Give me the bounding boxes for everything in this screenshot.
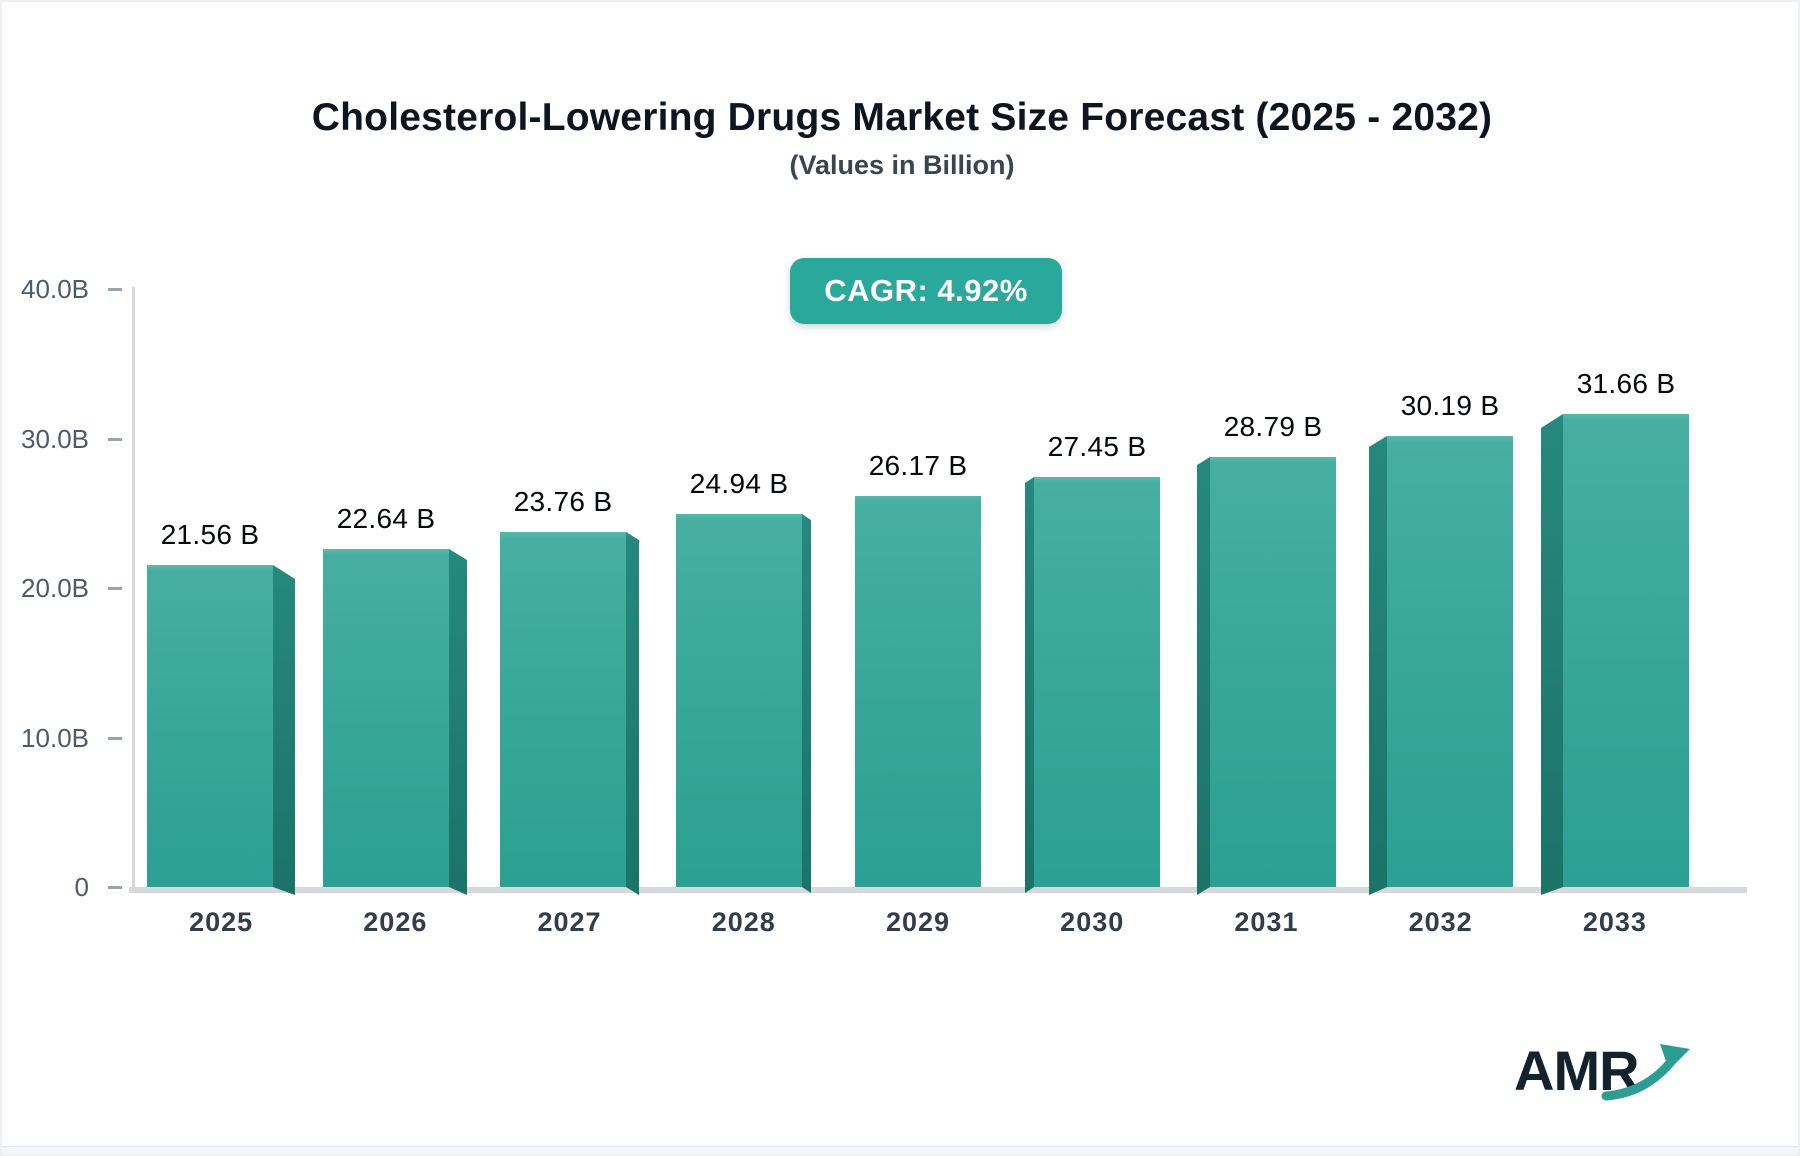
y-axis-label-10.0B: 10.0B bbox=[21, 722, 89, 753]
x-axis-label-2032: 2032 bbox=[1408, 907, 1473, 937]
bar-value-label-2028: 24.94 B bbox=[689, 468, 789, 499]
y-axis-label-20.0B: 20.0B bbox=[21, 573, 89, 603]
x-axis-label-2026: 2026 bbox=[363, 907, 428, 937]
bar-2028 bbox=[676, 514, 802, 887]
bar-side-2033 bbox=[1541, 414, 1563, 895]
bar-side-2025 bbox=[273, 565, 295, 895]
y-axis-tick bbox=[108, 437, 122, 441]
x-axis-label-2029: 2029 bbox=[885, 907, 951, 937]
y-axis-label-0: 0 bbox=[74, 872, 89, 902]
bar-side-2031 bbox=[1197, 457, 1210, 895]
y-axis-tick bbox=[108, 587, 122, 590]
bar-value-label-2032: 30.19 B bbox=[1400, 390, 1500, 421]
bar-side-2032 bbox=[1369, 436, 1387, 895]
x-axis-label-2033: 2033 bbox=[1582, 907, 1647, 937]
bar-2026 bbox=[323, 549, 449, 887]
bar-side-2026 bbox=[449, 549, 467, 895]
y-axis-line bbox=[132, 287, 135, 890]
bar-2029 bbox=[855, 496, 981, 887]
bar-side-2027 bbox=[626, 532, 639, 895]
bar-2031 bbox=[1210, 457, 1336, 887]
bar-side-2028 bbox=[802, 514, 811, 893]
y-axis-label-30.0B: 30.0B bbox=[21, 423, 89, 454]
bar-value-label-2030: 27.45 B bbox=[1047, 431, 1147, 462]
y-axis-tick bbox=[108, 288, 122, 291]
bar-2027 bbox=[500, 532, 626, 887]
y-axis-tick bbox=[108, 886, 122, 889]
bar-value-label-2031: 28.79 B bbox=[1223, 411, 1323, 442]
x-axis-label-2030: 2030 bbox=[1060, 907, 1125, 937]
bar-value-label-2026: 22.64 B bbox=[336, 503, 436, 534]
bar-2025 bbox=[147, 565, 273, 887]
y-axis-tick bbox=[108, 736, 122, 740]
x-axis-label-2028: 2028 bbox=[711, 907, 776, 937]
bar-value-label-2025: 21.56 B bbox=[160, 519, 260, 550]
cagr-badge-label: CAGR: 4.92% bbox=[824, 273, 1028, 308]
chart-subtitle: (Values in Billion) bbox=[789, 150, 1015, 180]
cagr-badge: CAGR: 4.92% bbox=[790, 258, 1062, 324]
bar-2033 bbox=[1563, 414, 1689, 887]
chart-title: Cholesterol-Lowering Drugs Market Size F… bbox=[311, 96, 1493, 139]
plot-area: 40.0B 30.0B 20.0B 10.0B 0 21.56 B 2025 22.64 B 2… bbox=[21, 274, 1702, 937]
bar-value-label-2029: 26.17 B bbox=[868, 450, 968, 481]
bottom-frame-band bbox=[2, 1146, 1798, 1154]
x-axis-label-2025: 2025 bbox=[189, 907, 254, 937]
amr-logo: AMR bbox=[1514, 1039, 1690, 1102]
bar-value-label-2027: 23.76 B bbox=[513, 486, 613, 517]
x-axis-line bbox=[129, 887, 1747, 893]
x-axis-label-2031: 2031 bbox=[1234, 907, 1299, 937]
bar-2030 bbox=[1034, 477, 1160, 887]
x-axis-label-2027: 2027 bbox=[537, 907, 602, 937]
bar-2032 bbox=[1387, 436, 1513, 887]
bar-side-2030 bbox=[1025, 477, 1034, 893]
growth-arrow-icon bbox=[1601, 1044, 1690, 1101]
bar-value-label-2033: 31.66 B bbox=[1576, 368, 1676, 399]
y-axis-label-40.0B: 40.0B bbox=[21, 274, 89, 304]
